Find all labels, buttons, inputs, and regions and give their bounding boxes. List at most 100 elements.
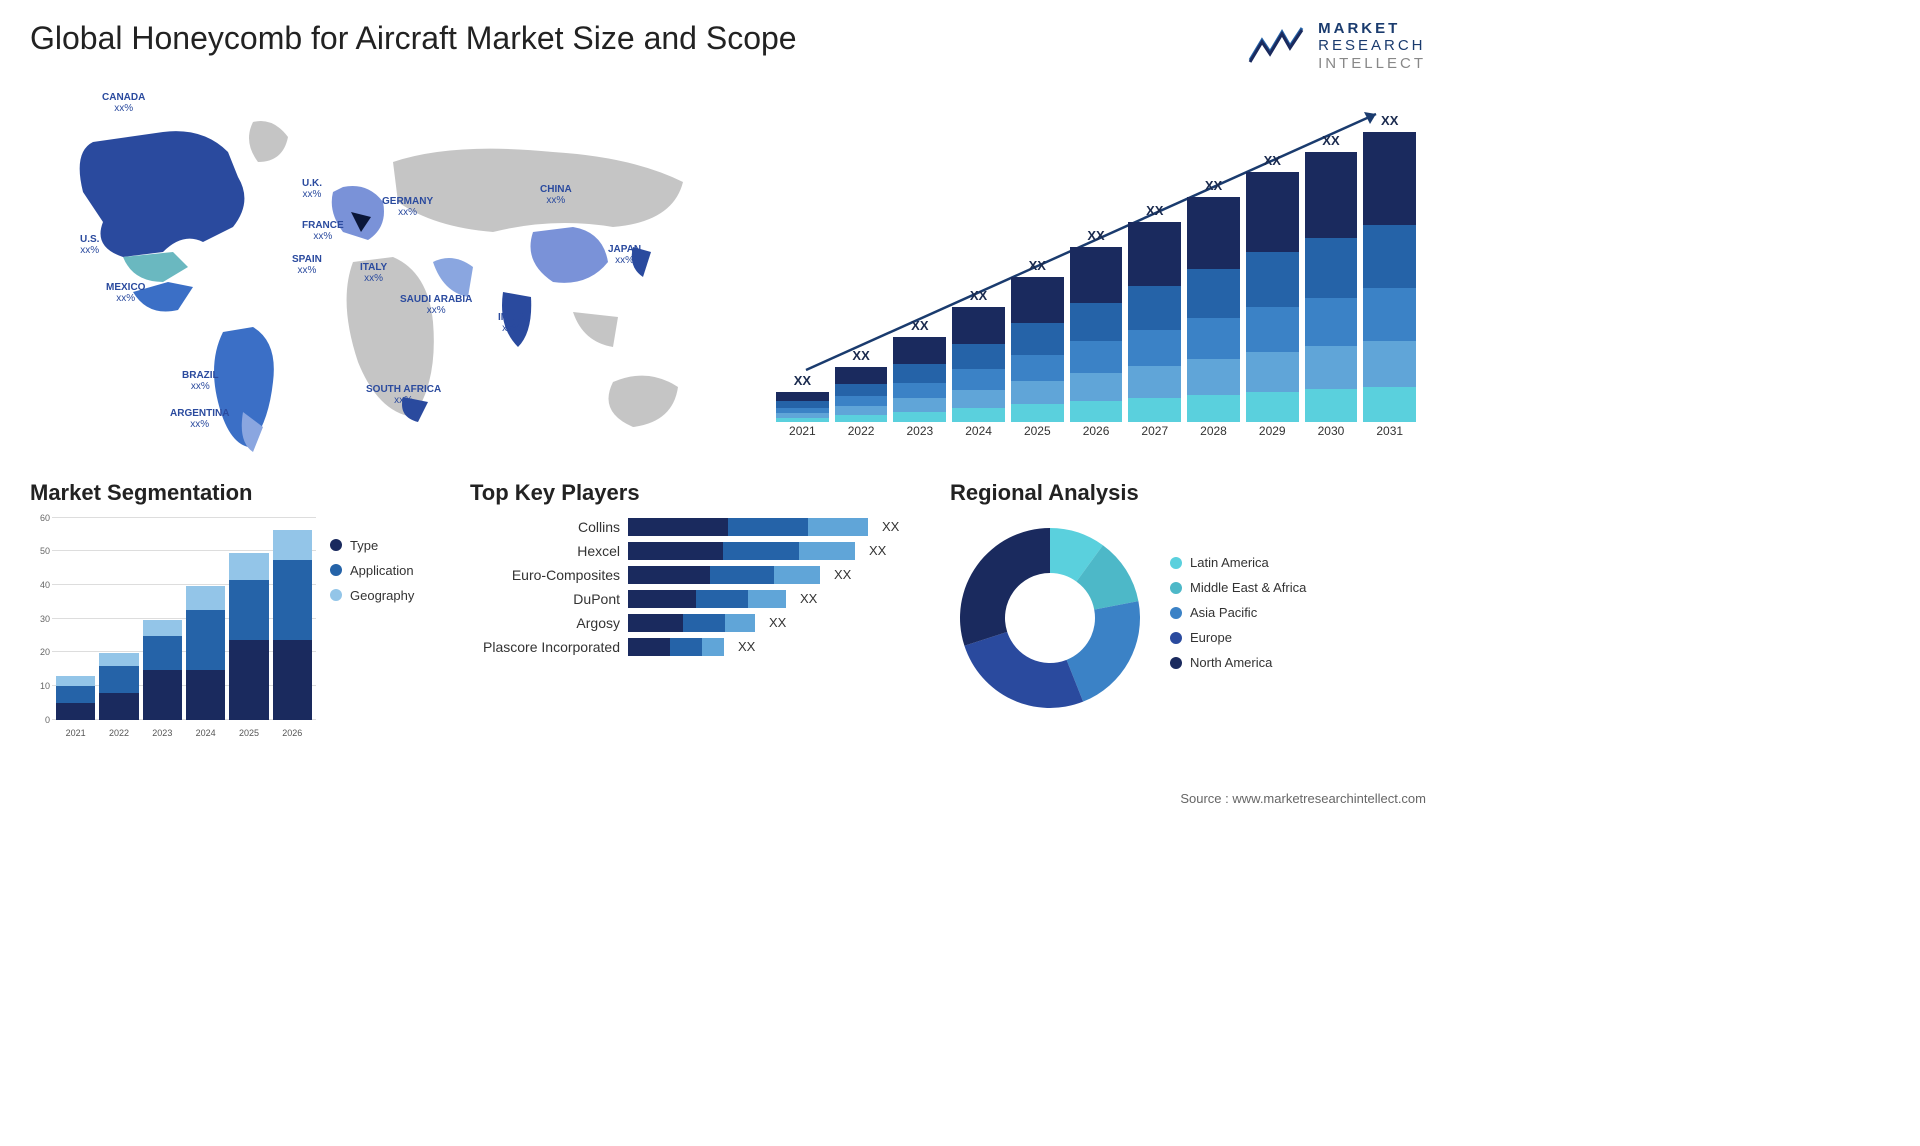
map-label: ARGENTINAxx% [170, 408, 229, 430]
legend-item: Type [330, 538, 450, 553]
page-title: Global Honeycomb for Aircraft Market Siz… [30, 20, 797, 57]
seg-y-tick: 50 [40, 546, 50, 556]
seg-year-label: 2021 [56, 728, 95, 738]
seg-y-tick: 40 [40, 580, 50, 590]
growth-bar-value: XX [1029, 258, 1046, 273]
segmentation-legend: Type Application Geography [330, 518, 450, 738]
growth-bar-value: XX [911, 318, 928, 333]
map-label: U.S.xx% [80, 234, 99, 256]
players-panel: Top Key Players CollinsXXHexcelXXEuro-Co… [470, 480, 930, 760]
regional-legend: Latin AmericaMiddle East & AfricaAsia Pa… [1170, 555, 1426, 680]
map-label: BRAZILxx% [182, 370, 219, 392]
player-name: Hexcel [470, 543, 620, 559]
seg-year-label: 2022 [99, 728, 138, 738]
player-row: Plascore Incorporated XX [470, 638, 920, 656]
player-name: DuPont [470, 591, 620, 607]
growth-year-label: 2023 [893, 424, 946, 438]
legend-item: Geography [330, 588, 450, 603]
seg-year-label: 2026 [273, 728, 312, 738]
growth-bar: XX [1070, 228, 1123, 422]
growth-bar: XX [835, 348, 888, 422]
logo-line-3: INTELLECT [1318, 55, 1426, 72]
map-label: MEXICOxx% [106, 282, 145, 304]
legend-item: Middle East & Africa [1170, 580, 1426, 595]
growth-bar-value: XX [852, 348, 869, 363]
map-label: CHINAxx% [540, 184, 572, 206]
growth-bar: XX [1011, 258, 1064, 422]
regional-title: Regional Analysis [950, 480, 1426, 506]
growth-bar-value: XX [1381, 113, 1398, 128]
growth-bar-value: XX [970, 288, 987, 303]
world-map-panel: CANADAxx% U.S.xx% MEXICOxx% BRAZILxx% ARGENT… [30, 82, 736, 462]
seg-y-tick: 20 [40, 647, 50, 657]
growth-bar: XX [893, 318, 946, 422]
map-label: ITALYxx% [360, 262, 387, 284]
segmentation-title: Market Segmentation [30, 480, 450, 506]
donut-slice [1067, 601, 1140, 702]
map-label: SPAINxx% [292, 254, 322, 276]
seg-bar [273, 530, 312, 720]
logo-line-1: MARKET [1318, 20, 1426, 37]
seg-bar [186, 586, 225, 719]
player-row: Collins XX [470, 518, 920, 536]
seg-bar [143, 620, 182, 720]
player-name: Collins [470, 519, 620, 535]
growth-chart-panel: XX XX XX XX XX XX XX XX XX XX XX 2021 2022 2023 2024 2… [766, 82, 1426, 462]
player-value: XX [738, 639, 755, 654]
seg-year-label: 2024 [186, 728, 225, 738]
seg-bar [229, 553, 268, 720]
donut-slice [960, 528, 1050, 646]
growth-bar: XX [776, 373, 829, 422]
donut-slice [964, 632, 1083, 708]
map-label: INDIAxx% [498, 312, 525, 334]
brand-logo: MARKET RESEARCH INTELLECT [1248, 20, 1426, 72]
player-name: Plascore Incorporated [470, 639, 620, 655]
seg-y-tick: 60 [40, 513, 50, 523]
growth-year-label: 2031 [1363, 424, 1416, 438]
player-value: XX [769, 615, 786, 630]
map-label: CANADAxx% [102, 92, 145, 114]
logo-icon [1248, 26, 1308, 66]
growth-bar-value: XX [1264, 153, 1281, 168]
legend-item: Europe [1170, 630, 1426, 645]
growth-year-label: 2027 [1128, 424, 1181, 438]
growth-year-label: 2024 [952, 424, 1005, 438]
player-row: Argosy XX [470, 614, 920, 632]
player-row: DuPont XX [470, 590, 920, 608]
seg-y-tick: 0 [45, 715, 50, 725]
growth-year-label: 2021 [776, 424, 829, 438]
growth-bar-value: XX [1146, 203, 1163, 218]
seg-year-label: 2023 [143, 728, 182, 738]
legend-item: Application [330, 563, 450, 578]
seg-y-tick: 30 [40, 614, 50, 624]
growth-year-label: 2026 [1070, 424, 1123, 438]
player-row: Hexcel XX [470, 542, 920, 560]
growth-bar: XX [1305, 133, 1358, 422]
growth-year-label: 2022 [835, 424, 888, 438]
segmentation-chart: 0102030405060 202120222023202420252026 [30, 518, 316, 738]
regional-donut [950, 518, 1150, 718]
growth-year-label: 2028 [1187, 424, 1240, 438]
growth-bar: XX [1246, 153, 1299, 422]
growth-bar-value: XX [1205, 178, 1222, 193]
player-name: Euro-Composites [470, 567, 620, 583]
seg-year-label: 2025 [229, 728, 268, 738]
seg-bar [99, 653, 138, 720]
growth-bar-value: XX [794, 373, 811, 388]
growth-bar: XX [952, 288, 1005, 422]
growth-year-label: 2029 [1246, 424, 1299, 438]
seg-bar [56, 676, 95, 719]
map-label: JAPANxx% [608, 244, 641, 266]
player-value: XX [869, 543, 886, 558]
player-name: Argosy [470, 615, 620, 631]
map-label: U.K.xx% [302, 178, 322, 200]
player-value: XX [800, 591, 817, 606]
map-label: SOUTH AFRICAxx% [366, 384, 441, 406]
growth-year-label: 2025 [1011, 424, 1064, 438]
player-value: XX [834, 567, 851, 582]
legend-item: Asia Pacific [1170, 605, 1426, 620]
map-label: FRANCExx% [302, 220, 344, 242]
player-value: XX [882, 519, 899, 534]
player-row: Euro-Composites XX [470, 566, 920, 584]
segmentation-panel: Market Segmentation 0102030405060 202120… [30, 480, 450, 760]
